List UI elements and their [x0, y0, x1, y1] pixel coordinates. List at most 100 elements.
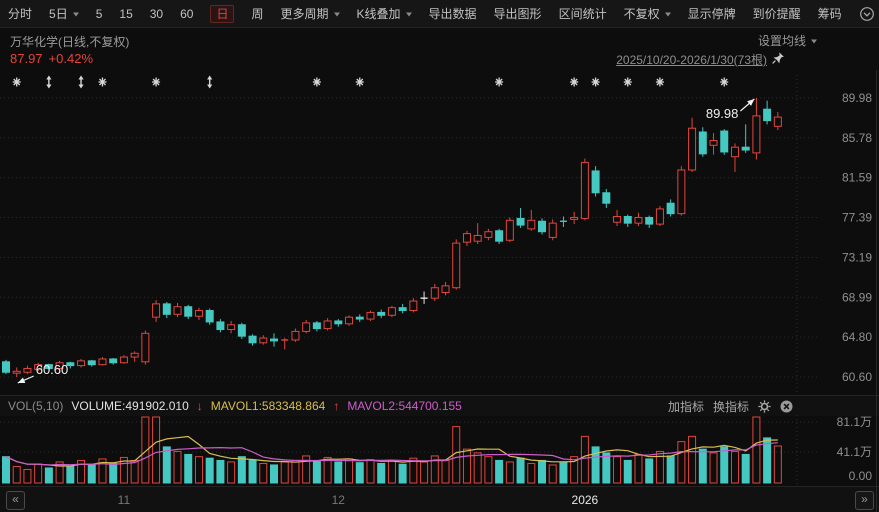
toolbar-item-show-suspended[interactable]: 显示停牌	[687, 7, 736, 21]
volume-bar	[259, 462, 268, 484]
toolbar-item-day[interactable]: 日	[210, 4, 235, 23]
toolbar-item-week[interactable]: 周	[251, 7, 264, 21]
toolbar-item-15min[interactable]: 15	[119, 6, 133, 21]
volume-bar	[741, 453, 750, 484]
candle	[430, 283, 439, 302]
toolbar-item-30min[interactable]: 30	[149, 6, 164, 21]
scroll-right-button[interactable]: »	[855, 491, 874, 510]
toolbar-item-range-stats[interactable]: 区间统计	[558, 7, 607, 21]
volume-bar	[55, 461, 64, 484]
candle	[409, 298, 418, 313]
event-star-marker[interactable]	[655, 77, 664, 87]
suspension-marker[interactable]	[78, 75, 84, 89]
pin-icon[interactable]	[771, 51, 785, 65]
volume-bar	[12, 465, 21, 484]
add-indicator-button[interactable]: 加指标	[667, 399, 704, 414]
candle	[98, 357, 107, 366]
indicator-actions: 加指标 换指标	[668, 398, 793, 415]
volume-bar	[430, 455, 439, 484]
volume-bar	[441, 459, 450, 484]
volume-bar	[119, 456, 128, 484]
volume-bar	[323, 456, 332, 484]
volume-bar	[184, 453, 193, 484]
event-star-marker[interactable]	[623, 77, 632, 87]
event-star-marker[interactable]	[495, 77, 504, 87]
price-axis-label: 89.98	[842, 91, 872, 105]
volume-axis-label: 0.00	[849, 469, 873, 483]
candle	[580, 158, 589, 221]
volume-bar	[677, 441, 686, 484]
toolbar: 分时 5日 5 15 30 60 日 周 更多周期 K线叠加 导出数据 导出图形 区间统计 不复权 显示停牌…	[0, 0, 879, 28]
mavol2-label: MAVOL2:544700.155	[347, 399, 462, 413]
candle	[194, 307, 203, 321]
suspension-marker[interactable]	[207, 75, 213, 89]
event-star-marker[interactable]	[152, 77, 161, 87]
toolbar-item-export-data[interactable]: 导出数据	[428, 7, 477, 21]
gear-icon[interactable]	[758, 399, 771, 413]
toolbar-item-5min[interactable]: 5	[95, 6, 103, 21]
toolbar-item-kline-overlay[interactable]: K线叠加	[357, 5, 412, 22]
candle	[141, 330, 150, 365]
event-star-marker[interactable]	[355, 77, 364, 87]
candlestick-chart[interactable]: 89.98 85.78 81.59 77.39 73.19 68.99 64.80 60.60…	[0, 75, 879, 393]
volume-bar	[484, 456, 493, 484]
volume-bar	[591, 446, 600, 484]
toolbar-item-adjust-none[interactable]: 不复权	[624, 5, 671, 22]
candle	[709, 132, 718, 155]
volume-bar	[366, 459, 375, 484]
candle	[387, 305, 396, 318]
candle	[23, 365, 32, 375]
toolbar-item-5day[interactable]: 5日	[49, 5, 79, 22]
candle	[34, 362, 43, 372]
toolbar-item-more-periods[interactable]: 更多周期	[281, 5, 340, 22]
candle	[773, 112, 782, 131]
price-axis-label: 64.80	[842, 330, 872, 344]
switch-indicator-button[interactable]: 换指标	[712, 399, 749, 414]
event-star-marker[interactable]	[570, 77, 579, 87]
toolbar-item-price-alert[interactable]: 到价提醒	[752, 7, 801, 21]
candle	[152, 300, 161, 322]
volume-bar	[473, 452, 482, 484]
date-range-link[interactable]: 2025/10/20-2026/1/30(73根)	[616, 53, 767, 67]
chart-title: 万华化学(日线,不复权)	[10, 35, 130, 49]
event-star-marker[interactable]	[720, 77, 729, 87]
toolbar-item-export-image[interactable]: 导出图形	[493, 7, 542, 21]
volume-bar	[398, 463, 407, 484]
volume-bar	[623, 459, 632, 484]
candle	[720, 129, 729, 155]
toolbar-item-60min[interactable]: 60	[180, 6, 194, 21]
volume-indicator-label[interactable]: VOL(5,10)	[8, 399, 64, 413]
volume-bar	[194, 456, 203, 484]
volume-bar	[602, 452, 611, 484]
volume-chart[interactable]: 81.1万 41.1万 0.00	[0, 415, 879, 486]
toolbar-item-minute[interactable]: 分时	[8, 7, 33, 21]
suspension-marker[interactable]	[46, 75, 52, 89]
collapse-circle-icon[interactable]	[859, 6, 875, 22]
ma-settings-dropdown[interactable]: 设置均线	[758, 32, 817, 49]
volume-bar	[87, 464, 96, 484]
candle	[227, 320, 236, 334]
candle	[162, 301, 171, 319]
candle	[334, 319, 343, 327]
volume-bar	[130, 459, 139, 484]
mavol1-label: MAVOL1:583348.864	[210, 399, 326, 413]
volume-bar	[495, 459, 504, 484]
event-star-marker[interactable]	[591, 77, 600, 87]
volume-bar	[109, 462, 118, 484]
close-pane-icon[interactable]	[780, 400, 793, 413]
event-star-marker[interactable]	[312, 77, 321, 87]
candle	[109, 358, 118, 365]
mavol1-line	[5, 435, 778, 467]
scroll-left-button[interactable]: «	[6, 491, 25, 510]
candle	[505, 217, 514, 243]
volume-bar	[527, 462, 536, 484]
candle	[270, 333, 278, 347]
volume-bar	[205, 457, 214, 484]
toolbar-item-chips[interactable]: 筹码	[817, 7, 842, 21]
candle	[591, 166, 600, 197]
up-arrow-icon: ↑	[333, 399, 340, 413]
event-star-marker[interactable]	[98, 77, 107, 87]
volume-bar	[302, 455, 311, 484]
volume-bar	[666, 455, 675, 484]
event-star-marker[interactable]	[12, 77, 21, 87]
